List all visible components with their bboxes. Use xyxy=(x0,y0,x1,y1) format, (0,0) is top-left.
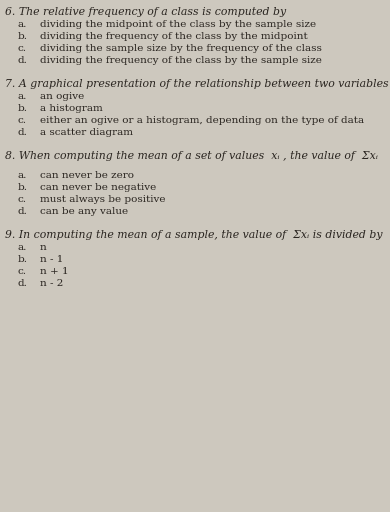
Text: n - 1: n - 1 xyxy=(40,255,63,264)
Text: a scatter diagram: a scatter diagram xyxy=(40,128,133,137)
Text: c.: c. xyxy=(18,44,27,53)
Text: either an ogive or a histogram, depending on the type of data: either an ogive or a histogram, dependin… xyxy=(40,116,364,125)
Text: b.: b. xyxy=(18,255,28,264)
Text: b.: b. xyxy=(18,104,28,113)
Text: d.: d. xyxy=(18,128,28,137)
Text: 6. The relative frequency of a class is computed by: 6. The relative frequency of a class is … xyxy=(5,7,286,17)
Text: n + 1: n + 1 xyxy=(40,267,69,276)
Text: can be any value: can be any value xyxy=(40,207,128,216)
Text: dividing the frequency of the class by the midpoint: dividing the frequency of the class by t… xyxy=(40,32,308,41)
Text: d.: d. xyxy=(18,56,28,65)
Text: b.: b. xyxy=(18,183,28,192)
Text: c.: c. xyxy=(18,116,27,125)
Text: 7. A graphical presentation of the relationship between two variables is: 7. A graphical presentation of the relat… xyxy=(5,79,390,89)
Text: a histogram: a histogram xyxy=(40,104,103,113)
Text: can never be zero: can never be zero xyxy=(40,171,134,180)
Text: can never be negative: can never be negative xyxy=(40,183,156,192)
Text: a.: a. xyxy=(18,243,27,252)
Text: dividing the sample size by the frequency of the class: dividing the sample size by the frequenc… xyxy=(40,44,322,53)
Text: d.: d. xyxy=(18,207,28,216)
Text: n - 2: n - 2 xyxy=(40,279,63,288)
Text: 8. When computing the mean of a set of values  xᵢ , the value of  Σxᵢ: 8. When computing the mean of a set of v… xyxy=(5,151,378,161)
Text: a.: a. xyxy=(18,92,27,101)
Text: dividing the frequency of the class by the sample size: dividing the frequency of the class by t… xyxy=(40,56,322,65)
Text: must always be positive: must always be positive xyxy=(40,195,165,204)
Text: 9. In computing the mean of a sample, the value of  Σxᵢ is divided by: 9. In computing the mean of a sample, th… xyxy=(5,230,383,240)
Text: n: n xyxy=(40,243,47,252)
Text: b.: b. xyxy=(18,32,28,41)
Text: d.: d. xyxy=(18,279,28,288)
Text: a.: a. xyxy=(18,20,27,29)
Text: c.: c. xyxy=(18,267,27,276)
Text: c.: c. xyxy=(18,195,27,204)
Text: an ogive: an ogive xyxy=(40,92,84,101)
Text: a.: a. xyxy=(18,171,27,180)
Text: dividing the midpoint of the class by the sample size: dividing the midpoint of the class by th… xyxy=(40,20,316,29)
